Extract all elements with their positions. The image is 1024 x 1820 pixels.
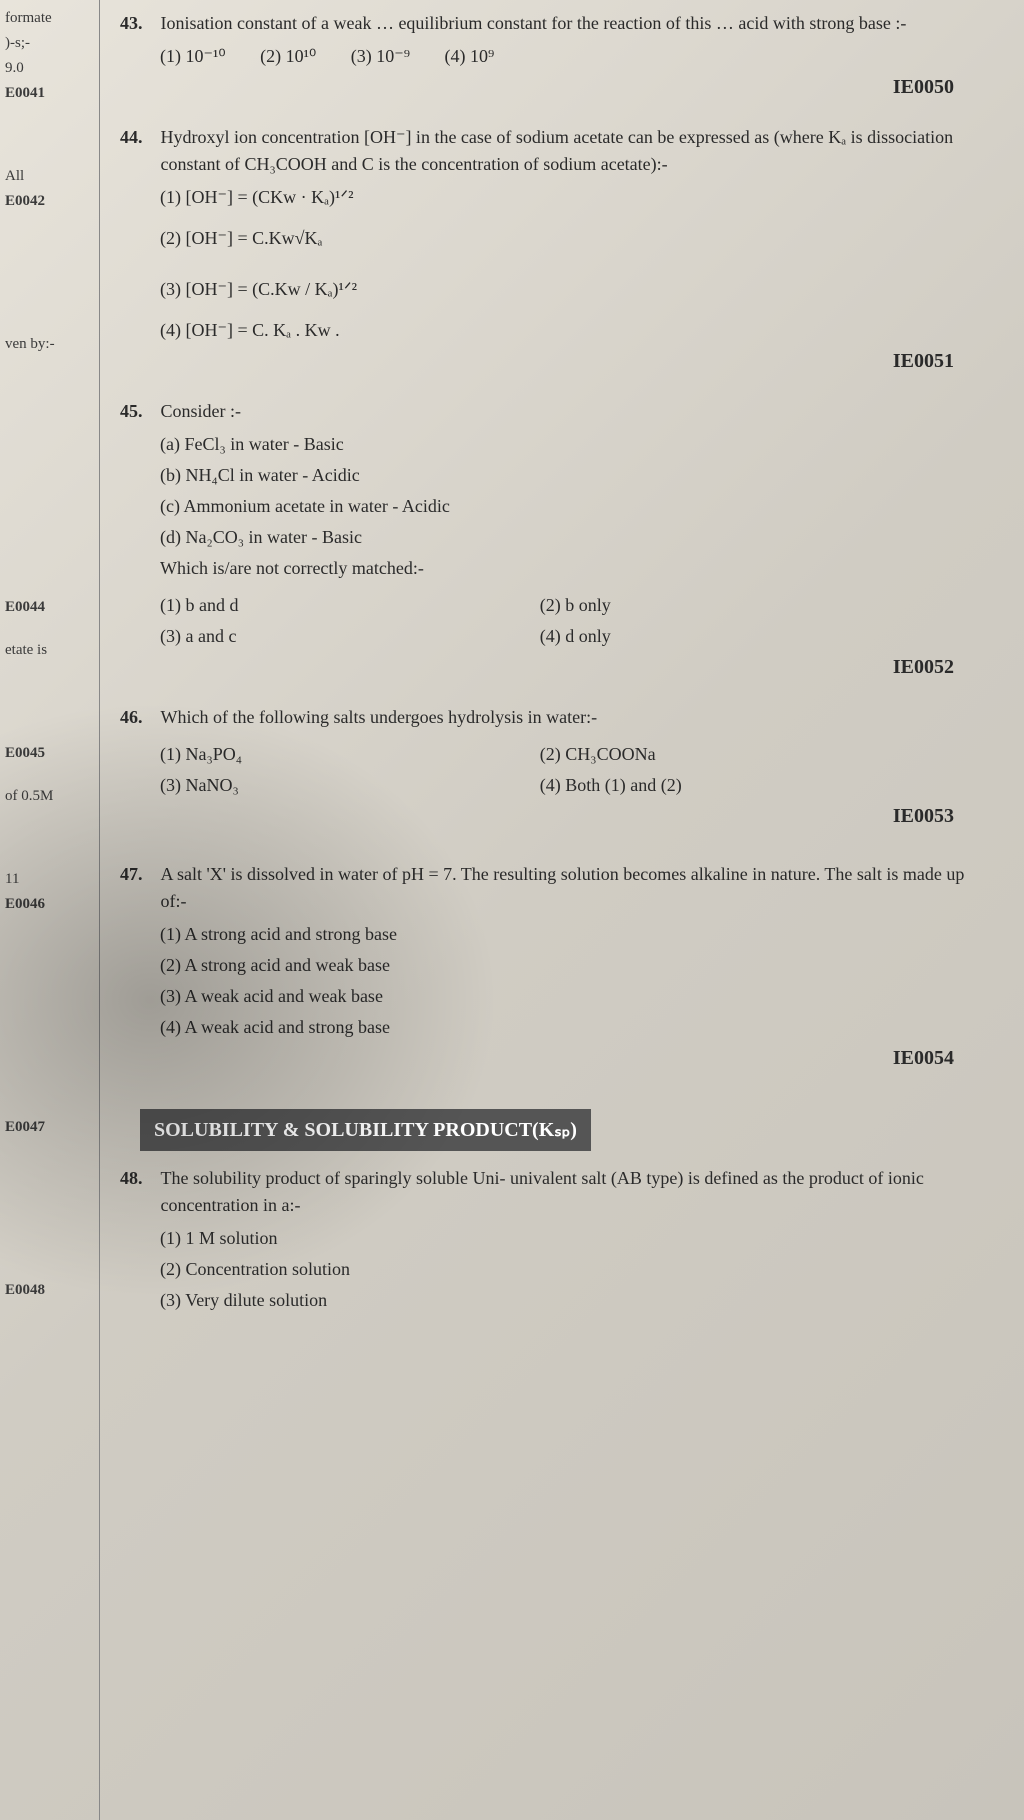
options-row: (1) 10⁻¹⁰ (2) 10¹⁰ (3) 10⁻⁹ (4) 10⁹ — [160, 43, 994, 70]
option-2: (2) Concentration solution — [160, 1256, 994, 1283]
ie-code: IE0053 — [120, 801, 994, 831]
subitem-b: (b) NH₄Cl in water - Acidic — [160, 462, 994, 489]
option-2: (2) A strong acid and weak base — [160, 952, 994, 979]
option-1: (1) [OH⁻] = (CKw · Kₐ)¹ᐟ² — [160, 184, 994, 211]
option-4: (4) 10⁹ — [445, 43, 495, 70]
question-number: 44. — [120, 124, 156, 151]
subitem-c: (c) Ammonium acetate in water - Acidic — [160, 493, 994, 520]
options-block: (1) 1 M solution (2) Concentration solut… — [160, 1225, 994, 1314]
ie-code: IE0051 — [120, 346, 994, 376]
sub-question-text: Which is/are not correctly matched:- — [160, 555, 994, 582]
margin-item: E0047 — [5, 1119, 94, 1136]
question-number: 43. — [120, 10, 156, 37]
question-text: A salt 'X' is dissolved in water of pH =… — [161, 861, 991, 915]
option-3: (3) 10⁻⁹ — [351, 43, 410, 70]
option-1: (1) Na₃PO₄ — [160, 741, 535, 768]
option-3: (3) A weak acid and weak base — [160, 983, 994, 1010]
sub-items: (a) FeCl₃ in water - Basic (b) NH₄Cl in … — [160, 431, 994, 582]
margin-item: formate — [5, 10, 94, 27]
ie-code: IE0050 — [120, 72, 994, 102]
page-container: formate )-s;- 9.0 E0041 All E0042 ven by… — [0, 0, 1024, 1820]
question-text: Which of the following salts undergoes h… — [161, 704, 991, 731]
content-column: 43. Ionisation constant of a weak … equi… — [100, 0, 1024, 1820]
question-45: 45. Consider :- (a) FeCl₃ in water - Bas… — [120, 398, 994, 682]
options-2col: (1) Na₃PO₄ (2) CH₃COONa (3) NaNO₃ (4) Bo… — [160, 737, 994, 799]
question-number: 46. — [120, 704, 156, 731]
margin-item: E0045 — [5, 745, 94, 762]
margin-item: E0042 — [5, 193, 94, 210]
margin-item: etate is — [5, 642, 94, 659]
margin-item: E0046 — [5, 896, 94, 913]
question-number: 45. — [120, 398, 156, 425]
options-block: (1) [OH⁻] = (CKw · Kₐ)¹ᐟ² (2) [OH⁻] = C.… — [160, 184, 994, 344]
option-3: (3) a and c — [160, 623, 535, 650]
question-number: 48. — [120, 1165, 156, 1192]
question-43: 43. Ionisation constant of a weak … equi… — [120, 10, 994, 102]
margin-item: 9.0 — [5, 60, 94, 77]
option-3: (3) NaNO₃ — [160, 772, 535, 799]
option-4: (4) A weak acid and strong base — [160, 1014, 994, 1041]
option-4: (4) Both (1) and (2) — [540, 772, 915, 799]
option-1: (1) 10⁻¹⁰ — [160, 43, 226, 70]
option-4: (4) [OH⁻] = C. Kₐ . Kw . — [160, 317, 994, 344]
margin-item: 11 — [5, 871, 94, 888]
left-margin-column: formate )-s;- 9.0 E0041 All E0042 ven by… — [0, 0, 100, 1820]
option-3: (3) Very dilute solution — [160, 1287, 994, 1314]
ie-code: IE0052 — [120, 652, 994, 682]
option-2: (2) 10¹⁰ — [260, 43, 316, 70]
section-header-solubility: SOLUBILITY & SOLUBILITY PRODUCT(Kₛₚ) — [140, 1109, 591, 1151]
question-number: 47. — [120, 861, 156, 888]
options-block: (1) A strong acid and strong base (2) A … — [160, 921, 994, 1041]
ie-code: IE0054 — [120, 1043, 994, 1073]
question-text: Hydroxyl ion concentration [OH⁻] in the … — [161, 124, 991, 178]
question-text: Consider :- — [161, 398, 991, 425]
option-2: (2) b only — [540, 592, 915, 619]
option-1: (1) b and d — [160, 592, 535, 619]
question-48: 48. The solubility product of sparingly … — [120, 1165, 994, 1314]
options-2col: (1) b and d (2) b only (3) a and c (4) d… — [160, 588, 994, 650]
subitem-a: (a) FeCl₃ in water - Basic — [160, 431, 994, 458]
margin-item: ven by:- — [5, 336, 94, 353]
question-46: 46. Which of the following salts undergo… — [120, 704, 994, 831]
option-1: (1) A strong acid and strong base — [160, 921, 994, 948]
option-2: (2) [OH⁻] = C.Kw√Kₐ — [160, 225, 994, 252]
option-3: (3) [OH⁻] = (C.Kw / Kₐ)¹ᐟ² — [160, 276, 994, 303]
question-text: Ionisation constant of a weak … equilibr… — [161, 10, 991, 37]
margin-item: E0044 — [5, 599, 94, 616]
subitem-d: (d) Na₂CO₃ in water - Basic — [160, 524, 994, 551]
margin-item: of 0.5M — [5, 788, 94, 805]
margin-item: All — [5, 168, 94, 185]
margin-item: E0048 — [5, 1282, 94, 1299]
margin-item: )-s;- — [5, 35, 94, 52]
question-text: The solubility product of sparingly solu… — [161, 1165, 991, 1219]
option-2: (2) CH₃COONa — [540, 741, 915, 768]
option-4: (4) d only — [540, 623, 915, 650]
option-1: (1) 1 M solution — [160, 1225, 994, 1252]
question-47: 47. A salt 'X' is dissolved in water of … — [120, 861, 994, 1073]
margin-item: E0041 — [5, 85, 94, 102]
question-44: 44. Hydroxyl ion concentration [OH⁻] in … — [120, 124, 994, 376]
